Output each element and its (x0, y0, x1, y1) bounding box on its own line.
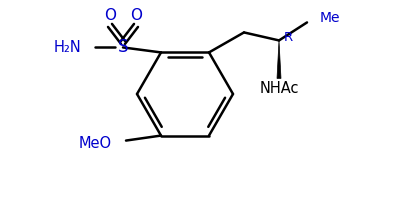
Text: R: R (284, 31, 293, 44)
Text: NHAc: NHAc (259, 81, 299, 96)
Text: H₂N: H₂N (53, 40, 81, 55)
Text: O: O (130, 8, 142, 23)
Text: O: O (104, 8, 116, 23)
Text: MeO: MeO (79, 136, 112, 151)
Text: Me: Me (320, 11, 340, 25)
Text: S: S (118, 38, 128, 57)
Polygon shape (277, 40, 281, 78)
